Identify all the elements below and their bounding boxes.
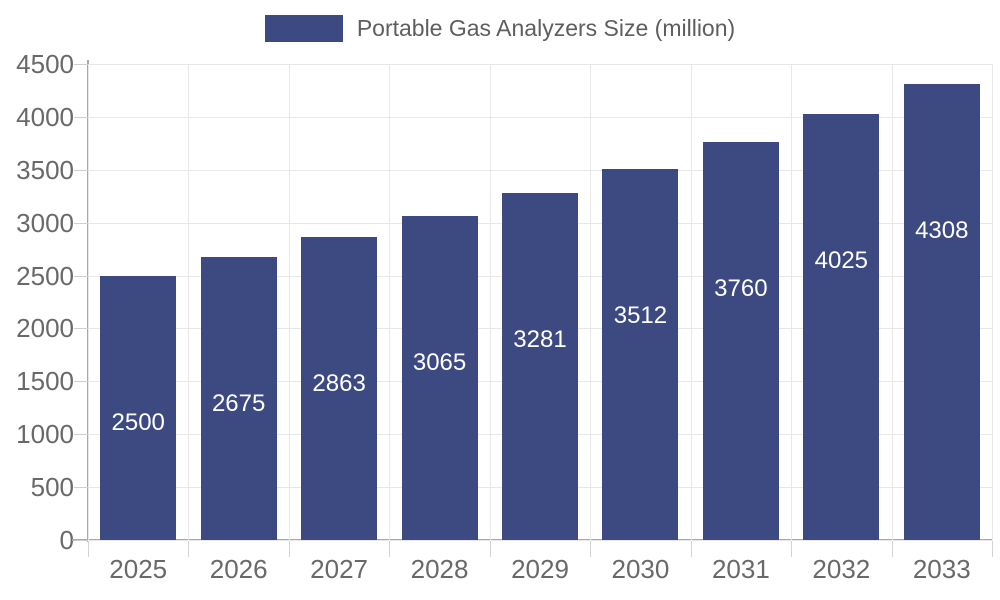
gridline-vertical [489, 64, 491, 540]
bar-value-label: 3065 [412, 348, 467, 376]
y-axis-tick-label: 4500 [16, 49, 74, 79]
y-axis-tick-mark [74, 540, 88, 541]
y-axis-tick-label: 500 [30, 472, 74, 503]
bar-value-label: 2500 [111, 408, 165, 436]
x-axis-tick-label: 2028 [410, 554, 469, 584]
x-axis-tick-mark [690, 541, 692, 557]
y-axis-tick-mark [74, 169, 88, 171]
x-axis-tick-label: 2027 [310, 554, 369, 584]
x-axis-tick-label: 2032 [812, 554, 871, 584]
bar-value-label: 2675 [211, 390, 266, 418]
x-axis-tick-mark [489, 541, 491, 557]
bar-value-label: 3281 [513, 325, 567, 353]
gridline-vertical [992, 64, 993, 540]
x-axis-tick-label: 2030 [611, 554, 670, 584]
y-axis-tick-label: 4000 [16, 101, 74, 132]
bar-value-label: 4025 [814, 247, 869, 275]
x-axis-tick-label: 2031 [711, 554, 770, 584]
x-axis-tick-label: 2025 [109, 554, 168, 584]
gridline-vertical [389, 64, 391, 540]
legend-color-swatch [264, 14, 343, 42]
plot-area: 2500 2675 2863 3065 3281 3512 3760 4025 4308 [88, 64, 993, 541]
y-axis-tick-label: 3000 [16, 207, 74, 238]
y-axis-tick-mark [74, 381, 88, 383]
bar[interactable] [100, 275, 177, 540]
bar[interactable] [702, 142, 779, 540]
y-axis-tick-label: 2000 [16, 313, 74, 344]
gridline-vertical [288, 64, 290, 540]
gridline-vertical [590, 64, 592, 540]
bar-value-label: 3760 [714, 275, 768, 303]
y-axis-tick-label: 0 [59, 525, 74, 555]
x-axis-tick-mark [791, 541, 793, 557]
bar-value-label: 3512 [613, 301, 668, 329]
legend-series-label: Portable Gas Analyzers Size (million) [356, 14, 736, 41]
gridline-vertical [88, 64, 89, 540]
gridline-horizontal [88, 540, 992, 541]
y-axis-tick-label: 1500 [16, 366, 74, 397]
y-axis-tick-mark [74, 222, 88, 224]
gridline-vertical [791, 64, 793, 540]
bar[interactable] [401, 215, 478, 540]
bar[interactable] [903, 84, 980, 540]
x-axis-tick-mark [288, 541, 290, 557]
gridline-horizontal [88, 169, 992, 171]
y-axis-tick-mark [74, 487, 88, 489]
x-axis-tick-mark [88, 541, 89, 557]
bar[interactable] [602, 168, 679, 540]
x-axis-tick-label: 2029 [511, 554, 569, 584]
y-axis-labels: 0 500 1000 1500 2000 2500 3000 3500 4000 4500 [0, 0, 74, 600]
gridline-horizontal [88, 116, 992, 118]
x-axis-tick-mark [891, 541, 893, 557]
y-axis-tick-label: 3500 [16, 154, 74, 185]
x-axis-tick-label: 2033 [912, 554, 971, 584]
gridline-vertical [690, 64, 692, 540]
y-axis-tick-label: 2500 [16, 260, 74, 291]
y-axis-tick-label: 1000 [16, 419, 74, 450]
bar[interactable] [301, 237, 378, 540]
gridline-vertical [891, 64, 893, 540]
x-axis-tick-mark [389, 541, 391, 557]
bar-value-label: 2863 [312, 370, 366, 398]
chart-legend: Portable Gas Analyzers Size (million) [0, 10, 1000, 46]
y-axis-tick-mark [74, 434, 88, 436]
x-axis-tick-mark [188, 541, 190, 557]
x-axis-tick-mark [992, 541, 993, 557]
bar[interactable] [502, 192, 578, 540]
bar-value-label: 4308 [915, 217, 969, 245]
x-axis-tick-mark [590, 541, 592, 557]
gridline-vertical [188, 64, 190, 540]
gridline-horizontal [88, 64, 992, 65]
y-axis-tick-mark [74, 328, 88, 330]
y-axis-tick-mark [74, 64, 88, 65]
bar[interactable] [803, 114, 880, 540]
bar[interactable] [200, 257, 277, 540]
x-axis-tick-label: 2026 [209, 554, 268, 584]
y-axis-tick-mark [74, 116, 88, 118]
y-axis-tick-mark [74, 275, 88, 277]
